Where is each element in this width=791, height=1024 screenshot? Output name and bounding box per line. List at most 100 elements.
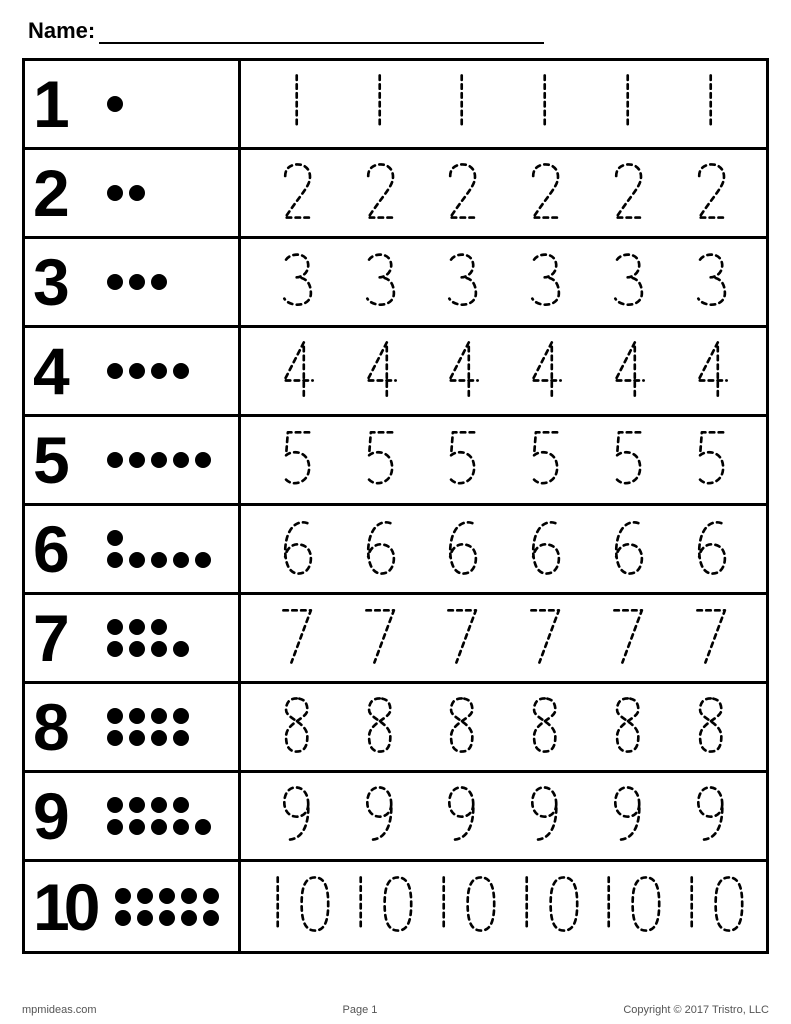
traceable-number[interactable] bbox=[693, 160, 728, 227]
tracing-practice-cell[interactable] bbox=[241, 862, 766, 951]
traceable-number[interactable] bbox=[610, 249, 645, 316]
traceable-number[interactable] bbox=[279, 783, 314, 850]
reference-number: 6 bbox=[33, 516, 103, 582]
traceable-number[interactable] bbox=[444, 605, 479, 672]
name-field-row: Name: bbox=[22, 18, 769, 44]
dot-icon bbox=[195, 552, 211, 568]
dot-row bbox=[115, 888, 219, 904]
dot-icon bbox=[203, 888, 219, 904]
tracing-practice-cell[interactable] bbox=[241, 239, 766, 325]
tracing-practice-cell[interactable] bbox=[241, 150, 766, 236]
name-input-line[interactable] bbox=[99, 22, 544, 44]
traceable-number[interactable] bbox=[610, 160, 645, 227]
traceable-number[interactable] bbox=[610, 427, 645, 494]
tracing-practice-cell[interactable] bbox=[241, 61, 766, 147]
traceable-number[interactable] bbox=[693, 249, 728, 316]
traceable-number[interactable] bbox=[527, 427, 562, 494]
traceable-number[interactable] bbox=[693, 516, 728, 583]
traceable-number[interactable] bbox=[693, 605, 728, 672]
dot-row bbox=[107, 708, 189, 724]
traceable-number[interactable] bbox=[610, 338, 645, 405]
tracing-practice-cell[interactable] bbox=[241, 773, 766, 859]
traceable-number[interactable] bbox=[279, 71, 314, 138]
dot-icon bbox=[151, 797, 167, 813]
traceable-number[interactable] bbox=[610, 516, 645, 583]
traceable-number[interactable] bbox=[527, 605, 562, 672]
traceable-number[interactable] bbox=[610, 71, 645, 138]
dot-icon bbox=[107, 452, 123, 468]
traceable-number[interactable] bbox=[279, 516, 314, 583]
dot-icon bbox=[107, 641, 123, 657]
traceable-number[interactable] bbox=[444, 249, 479, 316]
tracing-practice-cell[interactable] bbox=[241, 328, 766, 414]
traceable-number[interactable] bbox=[527, 249, 562, 316]
traceable-number[interactable] bbox=[693, 783, 728, 850]
traceable-number[interactable] bbox=[527, 516, 562, 583]
dot-icon bbox=[159, 910, 175, 926]
traceable-number[interactable] bbox=[444, 783, 479, 850]
traceable-number[interactable] bbox=[674, 873, 747, 940]
traceable-number[interactable] bbox=[610, 605, 645, 672]
tracing-practice-cell[interactable] bbox=[241, 506, 766, 592]
traceable-number[interactable] bbox=[444, 427, 479, 494]
traceable-number[interactable] bbox=[362, 427, 397, 494]
tracing-practice-cell[interactable] bbox=[241, 595, 766, 681]
number-reference-cell: 9 bbox=[25, 773, 241, 859]
traceable-number[interactable] bbox=[279, 694, 314, 761]
tracing-practice-cell[interactable] bbox=[241, 684, 766, 770]
traceable-number[interactable] bbox=[527, 694, 562, 761]
worksheet-row: 9 bbox=[25, 773, 766, 862]
traceable-number[interactable] bbox=[362, 605, 397, 672]
tracing-grid: 12345678910 bbox=[22, 58, 769, 954]
counting-dots bbox=[103, 619, 238, 657]
dot-icon bbox=[195, 452, 211, 468]
traceable-number[interactable] bbox=[362, 516, 397, 583]
traceable-number[interactable] bbox=[693, 71, 728, 138]
traceable-number[interactable] bbox=[693, 338, 728, 405]
footer-center: Page 1 bbox=[343, 1004, 378, 1016]
traceable-number[interactable] bbox=[444, 338, 479, 405]
traceable-number[interactable] bbox=[426, 873, 499, 940]
traceable-number[interactable] bbox=[362, 338, 397, 405]
traceable-number[interactable] bbox=[362, 249, 397, 316]
dot-row bbox=[107, 819, 211, 835]
traceable-number[interactable] bbox=[591, 873, 664, 940]
traceable-number[interactable] bbox=[343, 873, 416, 940]
dot-icon bbox=[107, 552, 123, 568]
traceable-number[interactable] bbox=[260, 873, 333, 940]
traceable-number[interactable] bbox=[509, 873, 582, 940]
traceable-number[interactable] bbox=[527, 160, 562, 227]
dot-icon bbox=[173, 797, 189, 813]
number-reference-cell: 2 bbox=[25, 150, 241, 236]
traceable-number[interactable] bbox=[610, 783, 645, 850]
traceable-number[interactable] bbox=[279, 249, 314, 316]
traceable-number[interactable] bbox=[362, 783, 397, 850]
traceable-number[interactable] bbox=[362, 694, 397, 761]
traceable-number[interactable] bbox=[444, 160, 479, 227]
traceable-number[interactable] bbox=[444, 516, 479, 583]
reference-number: 8 bbox=[33, 694, 103, 760]
traceable-number[interactable] bbox=[693, 694, 728, 761]
traceable-number[interactable] bbox=[362, 160, 397, 227]
reference-number: 1 bbox=[33, 71, 103, 137]
traceable-number[interactable] bbox=[444, 71, 479, 138]
traceable-number[interactable] bbox=[527, 783, 562, 850]
traceable-number[interactable] bbox=[527, 71, 562, 138]
tracing-practice-cell[interactable] bbox=[241, 417, 766, 503]
traceable-number[interactable] bbox=[279, 338, 314, 405]
counting-dots bbox=[103, 274, 238, 290]
dot-icon bbox=[129, 552, 145, 568]
dot-row bbox=[107, 552, 211, 568]
dot-icon bbox=[151, 619, 167, 635]
traceable-number[interactable] bbox=[279, 605, 314, 672]
traceable-number[interactable] bbox=[610, 694, 645, 761]
traceable-number[interactable] bbox=[444, 694, 479, 761]
traceable-number[interactable] bbox=[527, 338, 562, 405]
footer-left: mpmideas.com bbox=[22, 1004, 97, 1016]
traceable-number[interactable] bbox=[693, 427, 728, 494]
traceable-number[interactable] bbox=[279, 427, 314, 494]
traceable-number[interactable] bbox=[279, 160, 314, 227]
number-reference-cell: 8 bbox=[25, 684, 241, 770]
traceable-number[interactable] bbox=[362, 71, 397, 138]
worksheet-row: 5 bbox=[25, 417, 766, 506]
